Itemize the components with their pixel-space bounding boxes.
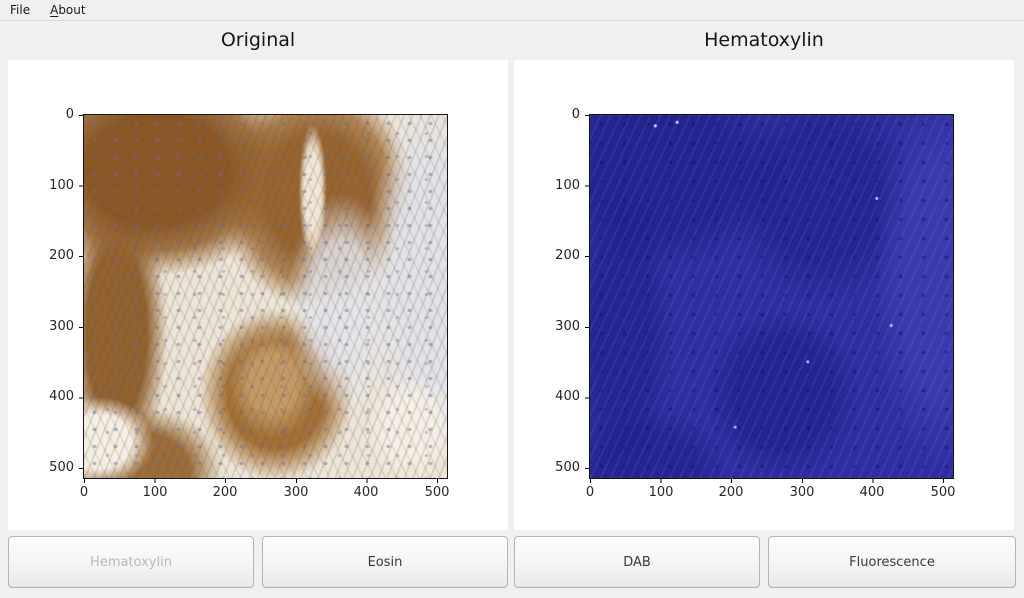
dab-button[interactable]: DAB (514, 536, 760, 588)
y-tick: 200 (555, 248, 580, 263)
x-tick: 500 (424, 485, 450, 500)
y-tick: 300 (49, 319, 74, 334)
y-tick: 0 (571, 107, 580, 122)
y-axis-tick-labels: 0 100 200 300 400 500 (8, 60, 74, 530)
hematoxylin-button: Hematoxylin (8, 536, 254, 588)
y-axis-tick-marks (79, 115, 83, 469)
x-tick: 200 (718, 485, 744, 500)
x-axis-tick-labels: 0 100 200 300 400 500 (586, 485, 956, 503)
y-tick: 0 (65, 107, 74, 122)
eosin-button[interactable]: Eosin (262, 536, 508, 588)
x-axis-tick-labels: 0 100 200 300 400 500 (80, 485, 450, 503)
y-tick: 500 (555, 460, 580, 475)
y-axis-tick-labels: 0 100 200 300 400 500 (514, 60, 580, 530)
y-axis-tick-marks (585, 115, 589, 469)
y-tick: 100 (49, 178, 74, 193)
figure-title-original: Original (220, 29, 296, 51)
x-axis-tick-marks (84, 479, 438, 483)
figure-panel-original: 0 100 200 300 400 500 0 100 200 300 400 … (8, 60, 508, 530)
x-tick: 100 (648, 485, 674, 500)
y-tick: 400 (555, 389, 580, 404)
x-tick: 100 (142, 485, 168, 500)
figure-title-hematoxylin: Hematoxylin (704, 29, 824, 51)
x-tick: 0 (585, 485, 595, 500)
menu-item-about[interactable]: About (42, 1, 94, 19)
menu-item-file[interactable]: File (10, 3, 31, 17)
y-tick: 200 (49, 248, 74, 263)
menu-item-about-rest: bout (58, 3, 86, 17)
y-tick: 100 (555, 178, 580, 193)
y-tick: 300 (555, 319, 580, 334)
x-tick: 300 (283, 485, 309, 500)
x-tick: 500 (930, 485, 956, 500)
x-tick: 300 (789, 485, 815, 500)
y-tick: 400 (49, 389, 74, 404)
x-tick: 200 (212, 485, 238, 500)
menubar: File About (0, 0, 1024, 21)
x-tick: 400 (353, 485, 379, 500)
menu-item-about-mnemonic: A (50, 3, 59, 17)
figure-panel-hematoxylin: 0 100 200 300 400 500 0 100 200 300 400 … (514, 60, 1014, 530)
x-tick: 400 (859, 485, 885, 500)
original-image (83, 114, 448, 479)
fluorescence-button[interactable]: Fluorescence (768, 536, 1016, 588)
hematoxylin-image (589, 114, 954, 479)
x-tick: 0 (79, 485, 89, 500)
y-tick: 500 (49, 460, 74, 475)
x-axis-tick-marks (590, 479, 944, 483)
